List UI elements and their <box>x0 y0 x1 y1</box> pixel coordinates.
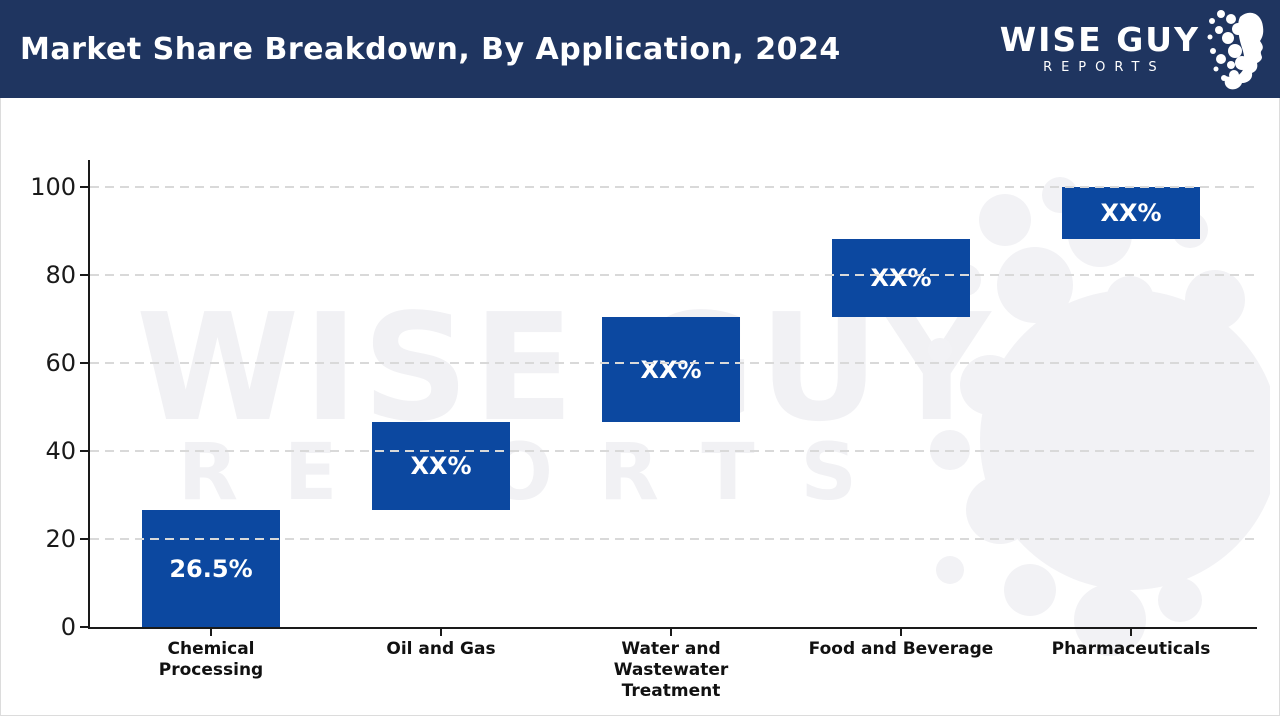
header-bar: Market Share Breakdown, By Application, … <box>0 0 1280 98</box>
x-tick <box>900 629 902 636</box>
y-tick <box>80 450 88 452</box>
wise-guy-logo: WISE GUY REPORTS <box>1000 5 1266 93</box>
x-category-label: Oil and Gas <box>386 639 496 659</box>
bar-value-label: XX% <box>640 355 702 384</box>
bar-value-label: XX% <box>870 263 932 292</box>
y-tick <box>80 274 88 276</box>
logo-face-icon <box>1207 10 1264 90</box>
x-category-label: Food and Beverage <box>808 639 994 659</box>
y-tick-label: 60 <box>45 349 76 377</box>
bar-value-label: 26.5% <box>169 554 253 583</box>
x-tick <box>440 629 442 636</box>
x-tick <box>1130 629 1132 636</box>
x-tick <box>670 629 672 636</box>
bar-value-label: XX% <box>410 452 472 481</box>
y-tick <box>80 538 88 540</box>
gridline <box>90 274 1257 276</box>
x-tick <box>210 629 212 636</box>
gridline <box>90 186 1257 188</box>
y-tick <box>80 362 88 364</box>
y-tick <box>80 186 88 188</box>
bar: XX% <box>832 238 970 317</box>
x-category-label: Water and Wastewater Treatment <box>613 639 729 701</box>
y-tick-label: 100 <box>30 173 76 201</box>
gridline <box>90 538 1257 540</box>
x-category-label: Chemical Processing <box>158 639 264 680</box>
page-title: Market Share Breakdown, By Application, … <box>20 31 841 67</box>
y-tick-label: 80 <box>45 261 76 289</box>
bar: XX% <box>1062 187 1200 239</box>
watermark-subtitle: REPORTS <box>178 428 903 518</box>
y-tick <box>80 626 88 628</box>
y-tick-label: 20 <box>45 525 76 553</box>
bar: 26.5% <box>142 510 280 627</box>
bar-value-label: XX% <box>1100 198 1162 227</box>
logo-wordmark: WISE GUY REPORTS <box>999 20 1200 76</box>
y-tick-label: 40 <box>45 437 76 465</box>
y-tick-label: 0 <box>60 613 76 641</box>
bar: XX% <box>602 316 740 423</box>
x-category-label: Pharmaceuticals <box>1051 639 1211 659</box>
logo-wordmark-line1: WISE GUY <box>999 20 1200 59</box>
gridline <box>90 450 1257 452</box>
logo-wordmark-line2: REPORTS <box>1043 60 1166 75</box>
y-axis-line <box>88 160 90 629</box>
bar: XX% <box>372 422 510 511</box>
x-axis-line <box>88 627 1257 629</box>
gridline <box>90 362 1257 364</box>
